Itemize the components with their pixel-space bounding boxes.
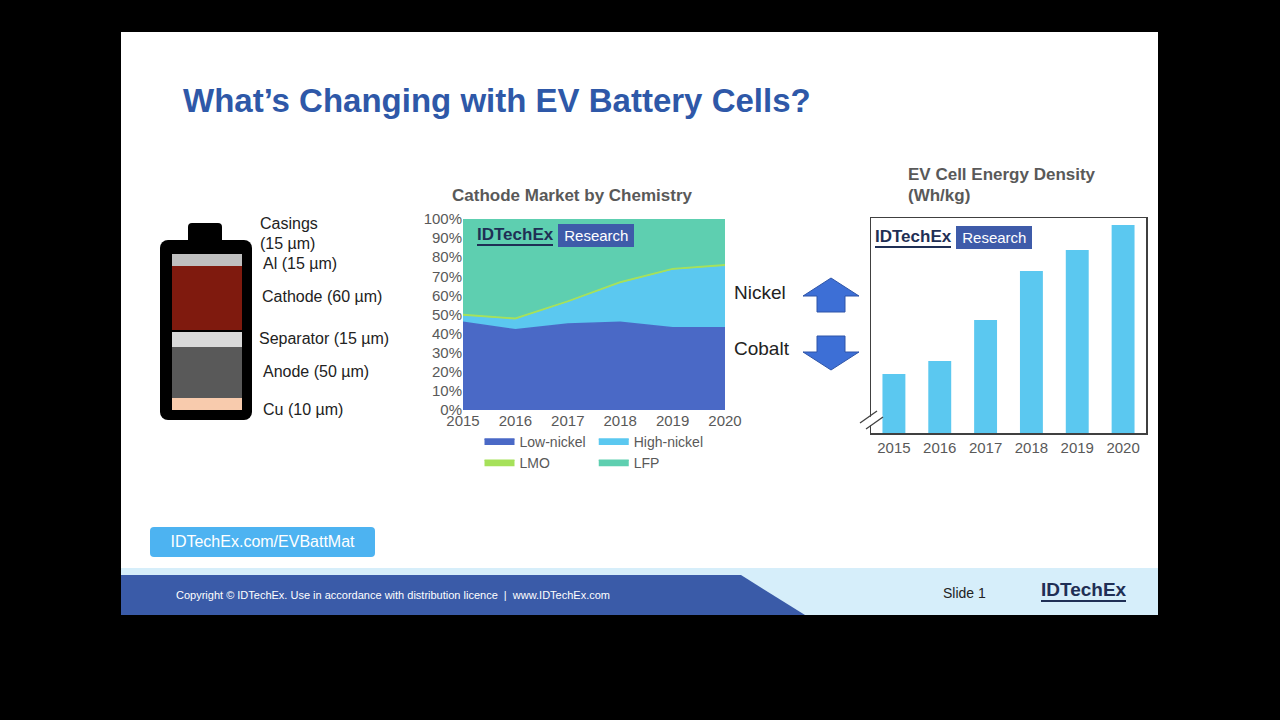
html-text:IDTechEx.com/EVBattMat: IDTechEx.com/EVBattMat [170,533,355,550]
svg-text:2018: 2018 [1015,439,1048,456]
html-text:Al (15 µm): Al (15 µm) [263,255,338,272]
html-text:Anode (50 µm): Anode (50 µm) [263,363,370,380]
html-text:Nickel: Nickel [734,282,786,303]
html-text:Separator (15 µm): Separator (15 µm) [259,330,390,347]
svg-text:100%: 100% [424,210,462,227]
svg-text:2016: 2016 [923,439,956,456]
html-text:IDTechEx: IDTechEx [1041,579,1127,600]
svg-text:2016: 2016 [499,412,532,429]
svg-text:0%: 0% [440,401,462,418]
svg-text:80%: 80% [432,248,462,265]
html-text:Research: Research [962,229,1027,246]
svg-text:2020: 2020 [1106,439,1139,456]
svg-text:2017: 2017 [969,439,1002,456]
svg-text:LMO: LMO [520,455,550,471]
svg-text:2015: 2015 [446,412,479,429]
svg-text:50%: 50% [432,306,462,323]
svg-text:High-nickel: High-nickel [634,434,703,450]
svg-text:40%: 40% [432,325,462,342]
html-text:Cobalt: Cobalt [734,338,789,359]
svg-text:30%: 30% [432,344,462,361]
svg-text:90%: 90% [432,229,462,246]
html-text:Casings (15 µm): Casings (15 µm) [260,215,318,252]
html-text:IDTechEx: IDTechEx [875,226,952,246]
html-text:EV Cell Energy Density (Wh/kg): EV Cell Energy Density (Wh/kg) [908,165,1096,205]
svg-text:2019: 2019 [1061,439,1094,456]
svg-text:10%: 10% [432,382,462,399]
svg-text:Low-nickel: Low-nickel [520,434,586,450]
svg-text:2019: 2019 [656,412,689,429]
svg-text:2015: 2015 [877,439,910,456]
svg-text:2018: 2018 [604,412,637,429]
svg-text:2020: 2020 [708,412,741,429]
html-text:Cathode Market by Chemistry: Cathode Market by Chemistry [452,186,692,205]
html-text:Slide 1: Slide 1 [943,585,986,601]
svg-text:70%: 70% [432,268,462,285]
svg-text:20%: 20% [432,363,462,380]
svg-text:LFP: LFP [634,455,660,471]
html-text:Cathode (60 µm): Cathode (60 µm) [262,288,383,305]
html-text:IDTechEx: IDTechEx [477,224,554,244]
svg-text:60%: 60% [432,287,462,304]
html-text:Copyright © IDTechEx. Use in a: Copyright © IDTechEx. Use in accordance … [176,589,610,601]
html-text:Research: Research [564,227,629,244]
svg-text:2017: 2017 [551,412,584,429]
html-text:What’s Changing with EV Batter: What’s Changing with EV Battery Cells? [183,82,811,119]
html-text:Cu (10 µm): Cu (10 µm) [263,401,344,418]
